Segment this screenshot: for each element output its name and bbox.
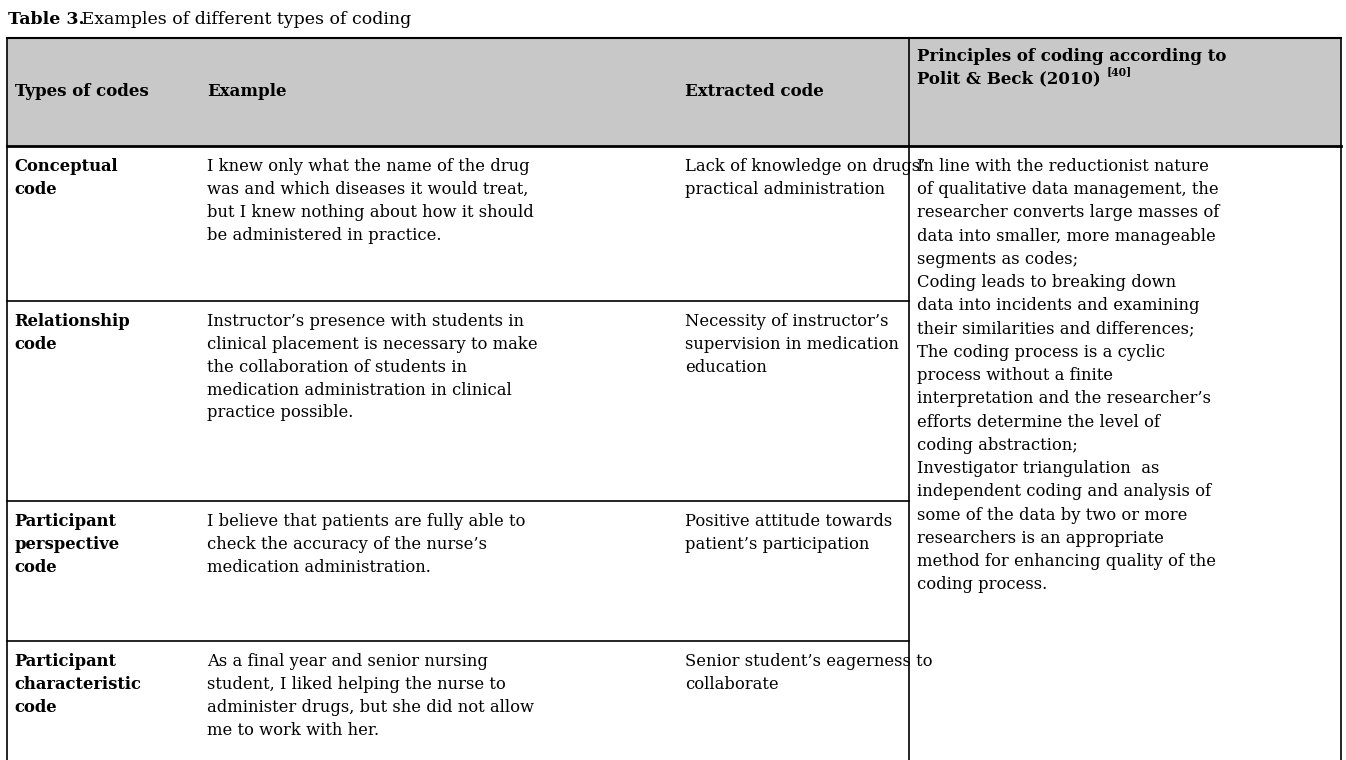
Text: Positive attitude towards
patient’s participation: Positive attitude towards patient’s part… <box>685 513 892 553</box>
Text: Table 3.: Table 3. <box>8 11 85 27</box>
Text: Instructor’s presence with students in
clinical placement is necessary to make
t: Instructor’s presence with students in c… <box>207 313 538 421</box>
Text: Lack of knowledge on drugs’
practical administration: Lack of knowledge on drugs’ practical ad… <box>685 158 926 198</box>
Text: I believe that patients are fully able to
check the accuracy of the nurse’s
medi: I believe that patients are fully able t… <box>207 513 525 576</box>
Text: Necessity of instructor’s
supervision in medication
education: Necessity of instructor’s supervision in… <box>685 313 899 375</box>
Text: In line with the reductionist nature
of qualitative data management, the
researc: In line with the reductionist nature of … <box>917 158 1219 594</box>
Bar <box>7 146 1341 301</box>
Bar <box>7 301 1341 501</box>
Text: Participant
characteristic
code: Participant characteristic code <box>15 653 141 716</box>
Text: Examples of different types of coding: Examples of different types of coding <box>75 11 412 27</box>
Text: Types of codes: Types of codes <box>15 84 148 100</box>
Bar <box>7 38 1341 146</box>
Text: Principles of coding according to
Polit & Beck (2010): Principles of coding according to Polit … <box>917 48 1226 87</box>
Text: Example: Example <box>207 84 287 100</box>
Text: As a final year and senior nursing
student, I liked helping the nurse to
adminis: As a final year and senior nursing stude… <box>207 653 534 739</box>
Text: Senior student’s eagerness to
collaborate: Senior student’s eagerness to collaborat… <box>685 653 933 693</box>
Text: Extracted code: Extracted code <box>685 84 824 100</box>
Text: [40]: [40] <box>1106 66 1132 77</box>
Text: Participant
perspective
code: Participant perspective code <box>15 513 120 576</box>
Text: Conceptual
code: Conceptual code <box>15 158 118 198</box>
Bar <box>7 641 1341 760</box>
Bar <box>7 501 1341 641</box>
Text: Relationship
code: Relationship code <box>15 313 131 353</box>
Text: I knew only what the name of the drug
was and which diseases it would treat,
but: I knew only what the name of the drug wa… <box>207 158 534 243</box>
